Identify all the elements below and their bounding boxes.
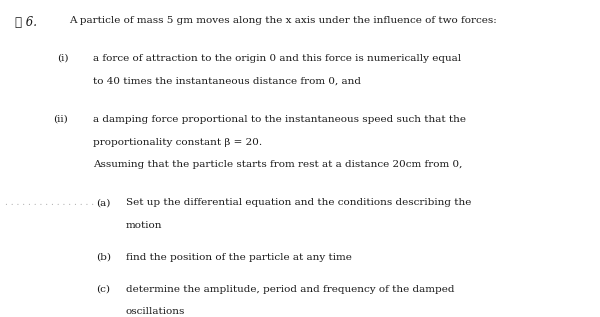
Text: motion: motion xyxy=(126,221,163,230)
Text: (b): (b) xyxy=(96,253,111,262)
Text: oscillations: oscillations xyxy=(126,307,185,316)
Text: proportionality constant β = 20.: proportionality constant β = 20. xyxy=(93,138,262,146)
Text: (a): (a) xyxy=(96,198,110,207)
Text: a damping force proportional to the instantaneous speed such that the: a damping force proportional to the inst… xyxy=(93,115,466,124)
Text: Assuming that the particle starts from rest at a distance 20cm from 0,: Assuming that the particle starts from r… xyxy=(93,160,463,169)
Text: a force of attraction to the origin 0 and this force is numerically equal: a force of attraction to the origin 0 an… xyxy=(93,54,461,63)
Text: (ii): (ii) xyxy=(53,115,68,124)
Text: Set up the differential equation and the conditions describing the: Set up the differential equation and the… xyxy=(126,198,472,207)
Text: to 40 times the instantaneous distance from 0, and: to 40 times the instantaneous distance f… xyxy=(93,77,361,86)
Text: find the position of the particle at any time: find the position of the particle at any… xyxy=(126,253,352,262)
Text: ✓ 6.: ✓ 6. xyxy=(15,16,37,29)
Text: A particle of mass 5 gm moves along the x axis under the influence of two forces: A particle of mass 5 gm moves along the … xyxy=(69,16,497,25)
Text: (c): (c) xyxy=(96,285,110,294)
Text: (i): (i) xyxy=(57,54,68,63)
Text: . . . . . . . . . . . . . . . . . .: . . . . . . . . . . . . . . . . . . xyxy=(5,198,106,207)
Text: determine the amplitude, period and frequency of the damped: determine the amplitude, period and freq… xyxy=(126,285,455,294)
